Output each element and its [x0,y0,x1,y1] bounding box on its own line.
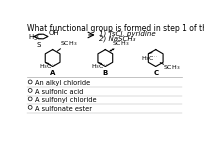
Text: A sulfonic acid: A sulfonic acid [35,89,83,95]
Text: A sulfonyl chloride: A sulfonyl chloride [35,97,96,103]
Text: An alkyl chloride: An alkyl chloride [35,80,90,86]
Text: $\mathregular{H_3C^{..}}$: $\mathregular{H_3C^{..}}$ [39,62,56,71]
Text: $\mathregular{H_3C^{..}}$: $\mathregular{H_3C^{..}}$ [141,54,158,63]
Text: $\mathregular{H_3C^{..}}$: $\mathregular{H_3C^{..}}$ [91,62,109,71]
Text: 1) TsCl, pyridine: 1) TsCl, pyridine [99,30,156,37]
Text: A sulfonate ester: A sulfonate ester [35,106,92,112]
Text: S: S [37,42,41,48]
Text: B: B [103,70,108,76]
Text: OH: OH [49,30,59,36]
Text: $\mathregular{SCH_3}$: $\mathregular{SCH_3}$ [60,39,77,48]
Text: C: C [153,70,158,76]
Text: 2) NaSCH₃: 2) NaSCH₃ [99,36,135,42]
Text: $\mathregular{SCH_3}$: $\mathregular{SCH_3}$ [112,39,130,48]
Text: A: A [50,70,55,76]
Text: $\mathregular{SCH_3}$: $\mathregular{SCH_3}$ [163,63,180,72]
Text: What functional group is formed in step 1 of the reaction sequence below?: What functional group is formed in step … [27,24,204,33]
Text: $\mathregular{H_3C}$: $\mathregular{H_3C}$ [28,33,43,43]
